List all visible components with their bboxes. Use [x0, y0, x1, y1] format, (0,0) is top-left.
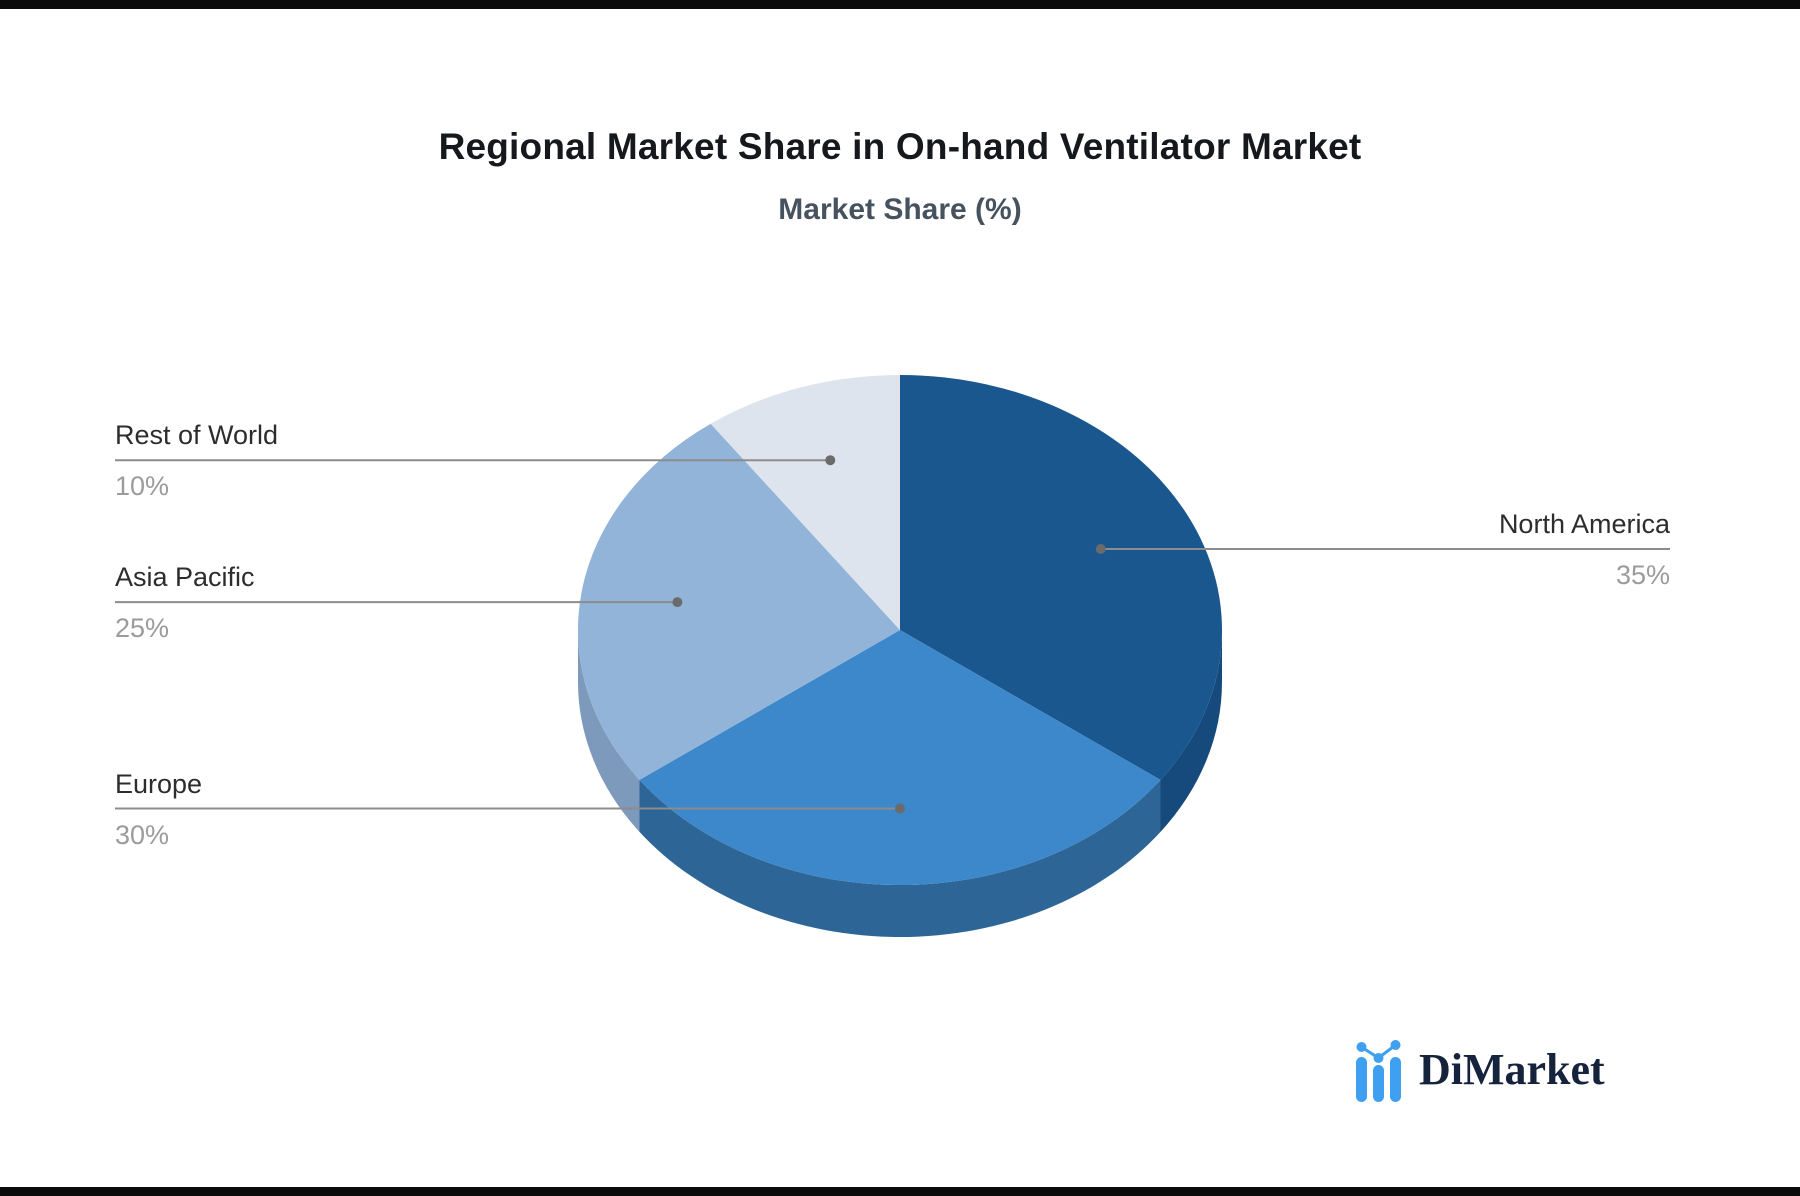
pie-slice-europe — [639, 630, 1161, 886]
slice-label: North America — [1498, 508, 1670, 539]
brand-name: DiMarket — [1419, 1045, 1605, 1094]
callout-dot — [672, 597, 683, 608]
chart-subtitle: Market Share (%) — [778, 193, 1022, 226]
slice-value: 25% — [115, 613, 170, 644]
slice-label: Europe — [115, 768, 203, 799]
slice-value: 35% — [1615, 559, 1670, 590]
callout-dot — [1095, 544, 1106, 554]
chart-title: Regional Market Share in On-hand Ventila… — [438, 126, 1362, 167]
slice-value: 30% — [115, 819, 170, 850]
bottom-border-bar — [0, 1187, 1800, 1196]
callout-dot — [825, 455, 836, 466]
brand-logo: DiMarket — [1356, 1038, 1605, 1102]
pie-slice-north-america — [900, 375, 1223, 780]
slice-label: Asia Pacific — [115, 562, 255, 593]
slice-label: Rest of World — [115, 420, 279, 451]
top-border-bar — [0, 0, 1800, 9]
pie-slice-rim-europe — [639, 779, 1161, 938]
pie-slice-rim-north-america — [1160, 630, 1223, 832]
bar-line-chart-icon — [1356, 1040, 1401, 1102]
pie-slice-rest-of-world — [710, 375, 900, 630]
slice-value: 10% — [115, 471, 170, 502]
pie-slice-rim-asia-pacific — [577, 630, 640, 832]
pie-slice-asia-pacific — [577, 423, 900, 780]
callout-dot — [895, 803, 905, 814]
